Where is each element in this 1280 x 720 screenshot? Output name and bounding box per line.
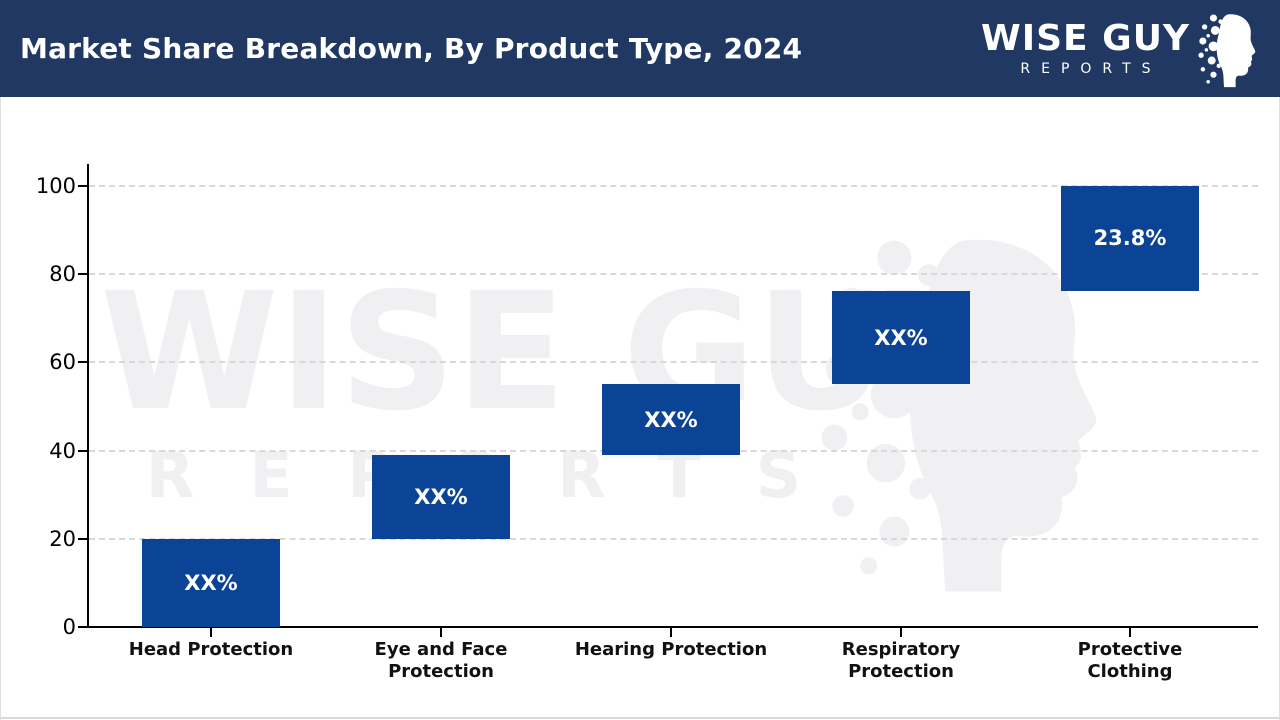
left-border bbox=[0, 97, 1, 720]
x-axis-category-label: Respiratory Protection bbox=[841, 639, 961, 682]
gridline bbox=[89, 361, 1258, 364]
bottom-border bbox=[0, 717, 1280, 719]
bar-segment: XX% bbox=[832, 290, 970, 385]
x-axis-tick bbox=[440, 628, 442, 637]
y-axis-tick-label: 20 bbox=[49, 526, 76, 551]
bar-segment: 23.8% bbox=[1061, 186, 1199, 291]
y-axis-tick bbox=[78, 626, 88, 628]
logo-head-icon bbox=[1198, 13, 1256, 87]
x-axis-category-label: Head Protection bbox=[128, 639, 294, 660]
header-bar: Market Share Breakdown, By Product Type,… bbox=[0, 0, 1280, 97]
chart-title: Market Share Breakdown, By Product Type,… bbox=[20, 32, 803, 65]
wiseguy-logo: WISE GUY REPORTS bbox=[981, 8, 1256, 90]
x-axis-category-label: Eye and Face Protection bbox=[374, 639, 508, 682]
x-axis bbox=[87, 626, 1258, 628]
x-axis-category-label: Hearing Protection bbox=[574, 639, 768, 660]
logo-subtitle: REPORTS bbox=[1020, 61, 1162, 77]
gridline bbox=[89, 185, 1258, 187]
y-axis-tick bbox=[78, 361, 88, 364]
x-axis-tick bbox=[1129, 628, 1131, 637]
bar-value-label: XX% bbox=[184, 570, 238, 595]
x-axis-tick bbox=[900, 628, 902, 637]
y-axis-tick-label: 40 bbox=[49, 438, 76, 463]
logo-wordmark: WISE GUY bbox=[980, 18, 1190, 59]
bar-value-label: XX% bbox=[414, 484, 468, 509]
bar-value-label: XX% bbox=[644, 407, 698, 432]
gridline bbox=[89, 537, 1258, 540]
x-axis-tick bbox=[670, 628, 672, 637]
y-axis-tick bbox=[78, 273, 88, 276]
y-axis-tick-label: 0 bbox=[62, 615, 76, 639]
y-axis-tick-label: 60 bbox=[49, 350, 76, 375]
bar-segment: XX% bbox=[602, 384, 740, 455]
bar-value-label: XX% bbox=[874, 325, 928, 350]
bar-segment: XX% bbox=[142, 538, 280, 627]
y-axis bbox=[87, 164, 89, 628]
y-axis-tick bbox=[78, 537, 88, 540]
y-axis-tick-label: 80 bbox=[49, 262, 76, 287]
bar-segment: XX% bbox=[372, 455, 510, 539]
y-axis-tick bbox=[78, 449, 88, 452]
x-axis-tick bbox=[210, 628, 212, 637]
bar-value-label: 23.8% bbox=[1093, 226, 1167, 251]
y-axis-tick-label: 100 bbox=[35, 174, 76, 198]
x-axis-category-label: Protective Clothing bbox=[1077, 639, 1183, 682]
gridline bbox=[89, 273, 1258, 276]
y-axis-tick bbox=[78, 185, 88, 187]
logo-text: WISE GUY REPORTS bbox=[980, 18, 1190, 77]
